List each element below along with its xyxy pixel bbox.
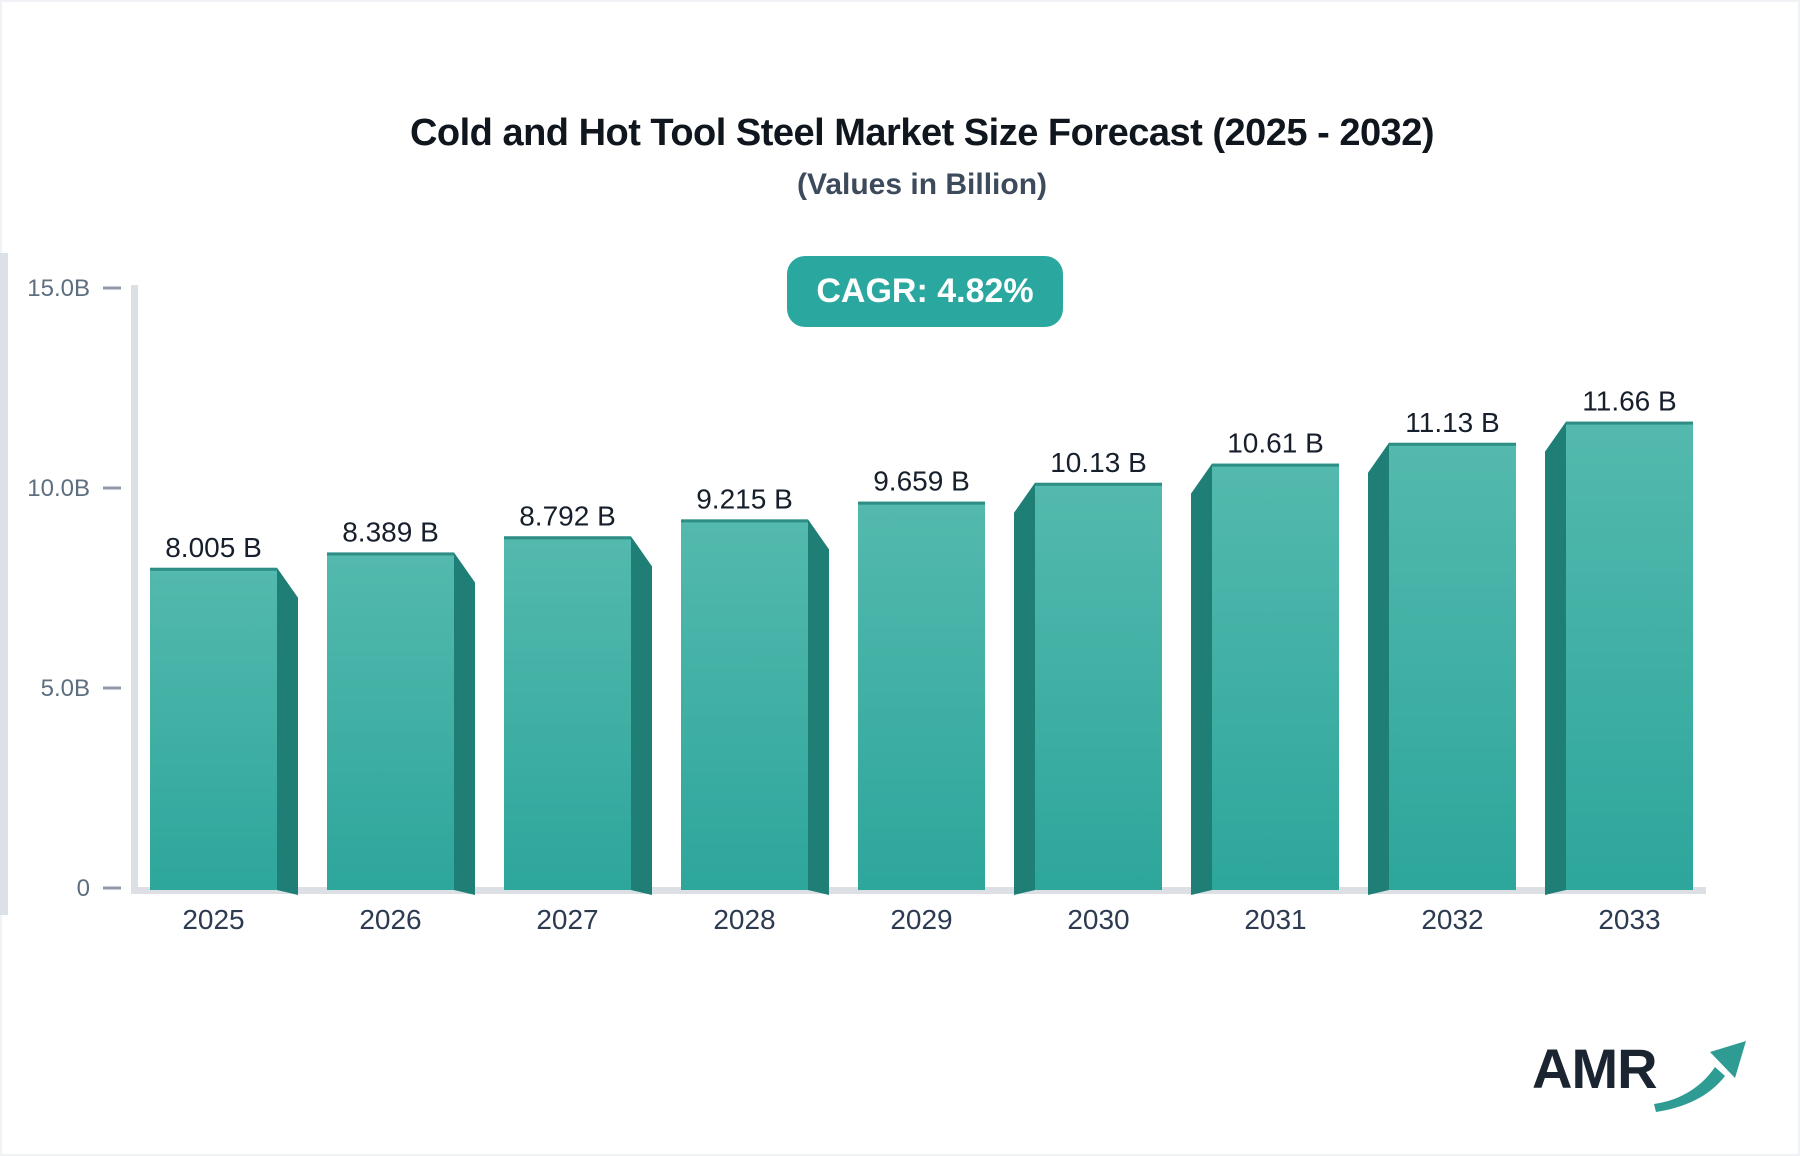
chart-title: Cold and Hot Tool Steel Market Size Fore…: [409, 112, 1435, 154]
bar-value-label: 8.792 B: [519, 500, 616, 531]
y-axis-line: [131, 285, 138, 894]
bar-side-face: [1191, 463, 1212, 895]
bar-2033: 11.66 B 2033: [1545, 386, 1693, 935]
bar-2031: 10.61 B 2031: [1191, 428, 1339, 935]
bar-value-label: 9.215 B: [696, 483, 793, 514]
y-tick-mark: [103, 686, 121, 690]
x-tick-label: 2033: [1598, 904, 1660, 935]
bar-value-label: 10.13 B: [1050, 447, 1147, 478]
x-tick-label: 2032: [1421, 904, 1483, 935]
bar-value-label: 9.659 B: [873, 466, 970, 497]
bar-top-edge: [150, 567, 277, 571]
y-tick-mark: [103, 286, 121, 290]
bar-side-face: [1014, 482, 1035, 895]
bar-side-face: [1368, 442, 1389, 895]
bar-front-face: [681, 519, 808, 890]
y-tick-mark: [103, 486, 121, 490]
y-tick-label: 0: [77, 875, 90, 902]
bar-top-edge: [1566, 421, 1693, 425]
bar-front-face: [1212, 463, 1339, 890]
bar-side-face: [631, 536, 652, 895]
y-tick-label: 15.0B: [27, 275, 90, 302]
bar-2025: 8.005 B 2025: [150, 532, 298, 935]
bar-front-face: [327, 552, 454, 890]
bar-value-label: 11.66 B: [1582, 386, 1676, 417]
y-tick-label: 5.0B: [41, 675, 90, 702]
x-tick-label: 2026: [359, 904, 421, 935]
bar-top-edge: [1035, 482, 1162, 486]
bar-2027: 8.792 B 2027: [504, 500, 652, 935]
bar-front-face: [504, 536, 631, 890]
bar-top-edge: [327, 552, 454, 556]
left-edge-strip: [0, 253, 8, 915]
bar-top-edge: [681, 519, 808, 523]
bar-front-face: [858, 501, 985, 890]
x-axis-line: [131, 887, 1706, 894]
bar-side-face: [1545, 421, 1566, 895]
x-tick-label: 2029: [890, 904, 952, 935]
bar-top-edge: [1212, 463, 1339, 467]
x-tick-label: 2030: [1067, 904, 1129, 935]
bar-front-face: [1389, 442, 1516, 890]
growth-arrow-swoosh: [1654, 1067, 1725, 1112]
y-tick-label: 10.0B: [27, 475, 90, 502]
bar-2028: 9.215 B 2028: [681, 483, 829, 935]
bar-top-edge: [1389, 442, 1516, 446]
amr-logo-text: AMR: [1532, 1037, 1658, 1100]
cagr-badge-label: CAGR: 4.82%: [816, 272, 1034, 310]
amr-logo: AMR: [1532, 1036, 1746, 1126]
bar-2026: 8.389 B 2026: [327, 516, 475, 935]
bar-value-label: 11.13 B: [1405, 407, 1499, 438]
bar-value-label: 8.005 B: [165, 532, 262, 563]
bar-value-label: 10.61 B: [1227, 428, 1324, 459]
bar-2030: 10.13 B 2030: [1014, 447, 1162, 935]
cagr-badge: CAGR: 4.82%: [787, 256, 1063, 327]
bar-2032: 11.13 B 2032: [1368, 407, 1516, 935]
chart-subtitle: (Values in Billion): [796, 168, 1048, 201]
bar-side-face: [454, 552, 475, 895]
bar-top-edge: [858, 501, 985, 505]
bar-side-face: [808, 519, 829, 895]
bar-front-face: [1035, 482, 1162, 890]
bar-2029: 9.659 B 2029: [858, 466, 985, 935]
y-tick-mark: [103, 886, 121, 890]
bar-value-label: 8.389 B: [342, 516, 439, 547]
bar-front-face: [1566, 421, 1693, 890]
growth-arrow-icon: [1654, 1041, 1746, 1112]
bar-side-face: [277, 567, 298, 895]
bar-front-face: [150, 567, 277, 890]
x-tick-label: 2031: [1244, 904, 1306, 935]
x-tick-label: 2027: [536, 904, 598, 935]
growth-arrow-head: [1710, 1041, 1746, 1078]
x-tick-label: 2028: [713, 904, 775, 935]
bar-top-edge: [504, 536, 631, 540]
x-tick-label: 2025: [182, 904, 244, 935]
